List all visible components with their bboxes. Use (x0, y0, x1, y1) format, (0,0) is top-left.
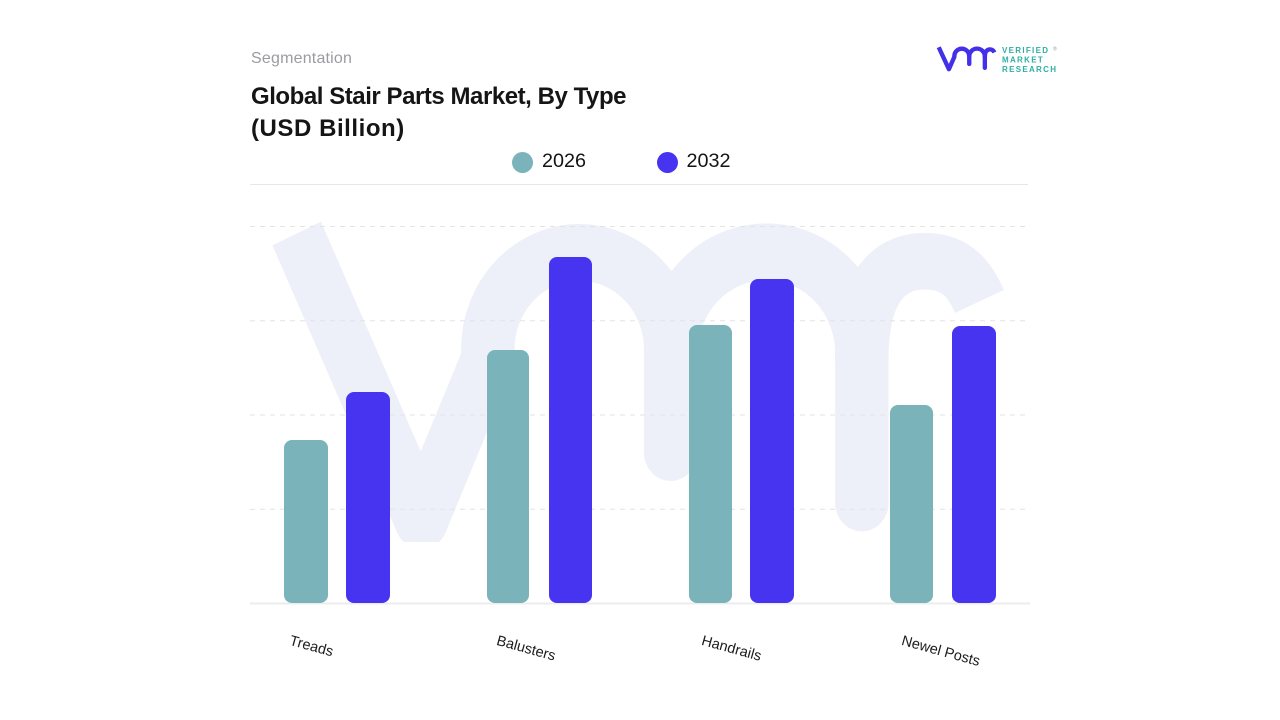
svg-text:®: ® (1053, 45, 1057, 52)
svg-text:VERIFIED: VERIFIED (1002, 46, 1049, 55)
svg-text:MARKET: MARKET (1002, 56, 1044, 65)
svg-text:RESEARCH: RESEARCH (1002, 65, 1057, 74)
